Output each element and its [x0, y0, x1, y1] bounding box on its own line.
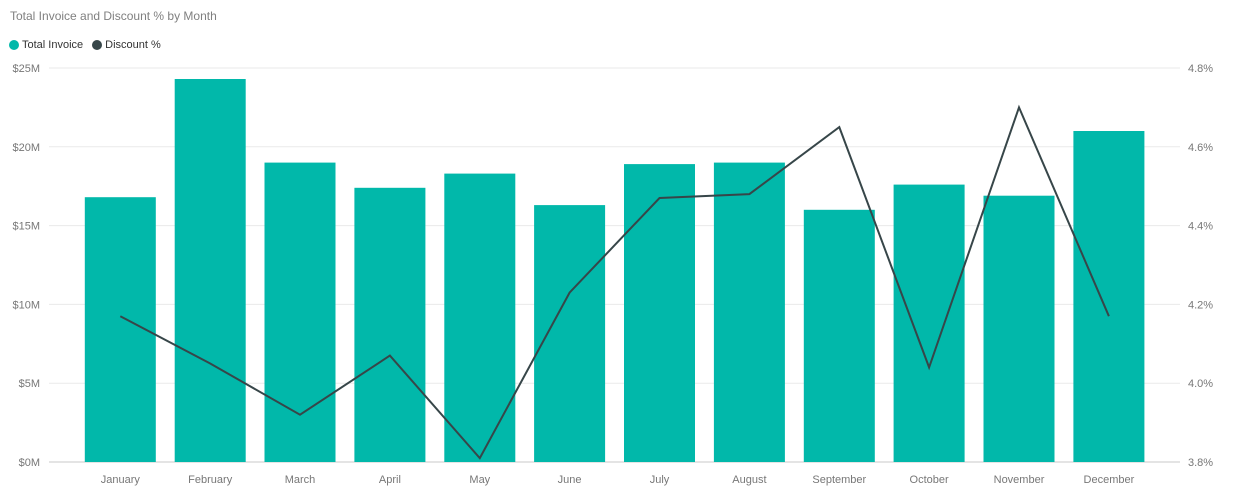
- x-label-september: September: [812, 474, 866, 486]
- left-axis-tick: $0M: [19, 457, 40, 469]
- legend-label-total-invoice: Total Invoice: [22, 39, 84, 51]
- legend-label-discount: Discount %: [105, 39, 161, 51]
- bar-march[interactable]: [264, 162, 336, 462]
- legend-dot-total-invoice-icon: [9, 40, 19, 50]
- bar-november[interactable]: [983, 195, 1055, 462]
- bar-september[interactable]: [803, 209, 875, 462]
- x-label-january: January: [101, 474, 141, 486]
- bar-june[interactable]: [534, 205, 606, 462]
- legend-item-total-invoice[interactable]: Total Invoice: [9, 39, 83, 51]
- bar-august[interactable]: [713, 162, 785, 462]
- x-label-july: July: [650, 474, 670, 486]
- legend: Total Invoice Discount %: [9, 39, 161, 51]
- left-axis-tick: $5M: [19, 378, 40, 390]
- x-label-april: April: [379, 474, 401, 486]
- x-label-february: February: [188, 474, 233, 486]
- bar-december[interactable]: [1073, 131, 1145, 462]
- legend-item-discount[interactable]: Discount %: [92, 39, 161, 51]
- x-label-december: December: [1084, 474, 1135, 486]
- x-label-october: October: [910, 474, 949, 486]
- left-axis-tick: $20M: [12, 142, 40, 154]
- x-label-march: March: [285, 474, 316, 486]
- right-axis-tick: 3.8%: [1188, 457, 1213, 469]
- right-axis-tick: 4.2%: [1188, 299, 1213, 311]
- left-axis-tick: $10M: [12, 299, 40, 311]
- right-axis-tick: 4.8%: [1188, 63, 1213, 75]
- bar-february[interactable]: [174, 79, 246, 462]
- left-axis-tick: $25M: [12, 63, 40, 75]
- bar-july[interactable]: [624, 164, 695, 462]
- bar-april[interactable]: [354, 187, 426, 463]
- right-axis-tick: 4.0%: [1188, 378, 1213, 390]
- legend-dot-discount-icon: [92, 40, 103, 50]
- x-label-november: November: [994, 474, 1045, 486]
- bar-may[interactable]: [444, 173, 516, 462]
- right-axis-tick: 4.4%: [1188, 221, 1213, 233]
- right-axis-tick: 4.6%: [1188, 142, 1213, 154]
- x-label-june: June: [558, 474, 582, 486]
- left-axis-tick: $15M: [12, 221, 40, 233]
- chart-title: Total Invoice and Discount % by Month: [10, 9, 217, 23]
- x-label-august: August: [732, 474, 766, 486]
- discount-line[interactable]: [119, 104, 1110, 460]
- bar-october[interactable]: [893, 184, 965, 462]
- x-label-may: May: [469, 474, 490, 486]
